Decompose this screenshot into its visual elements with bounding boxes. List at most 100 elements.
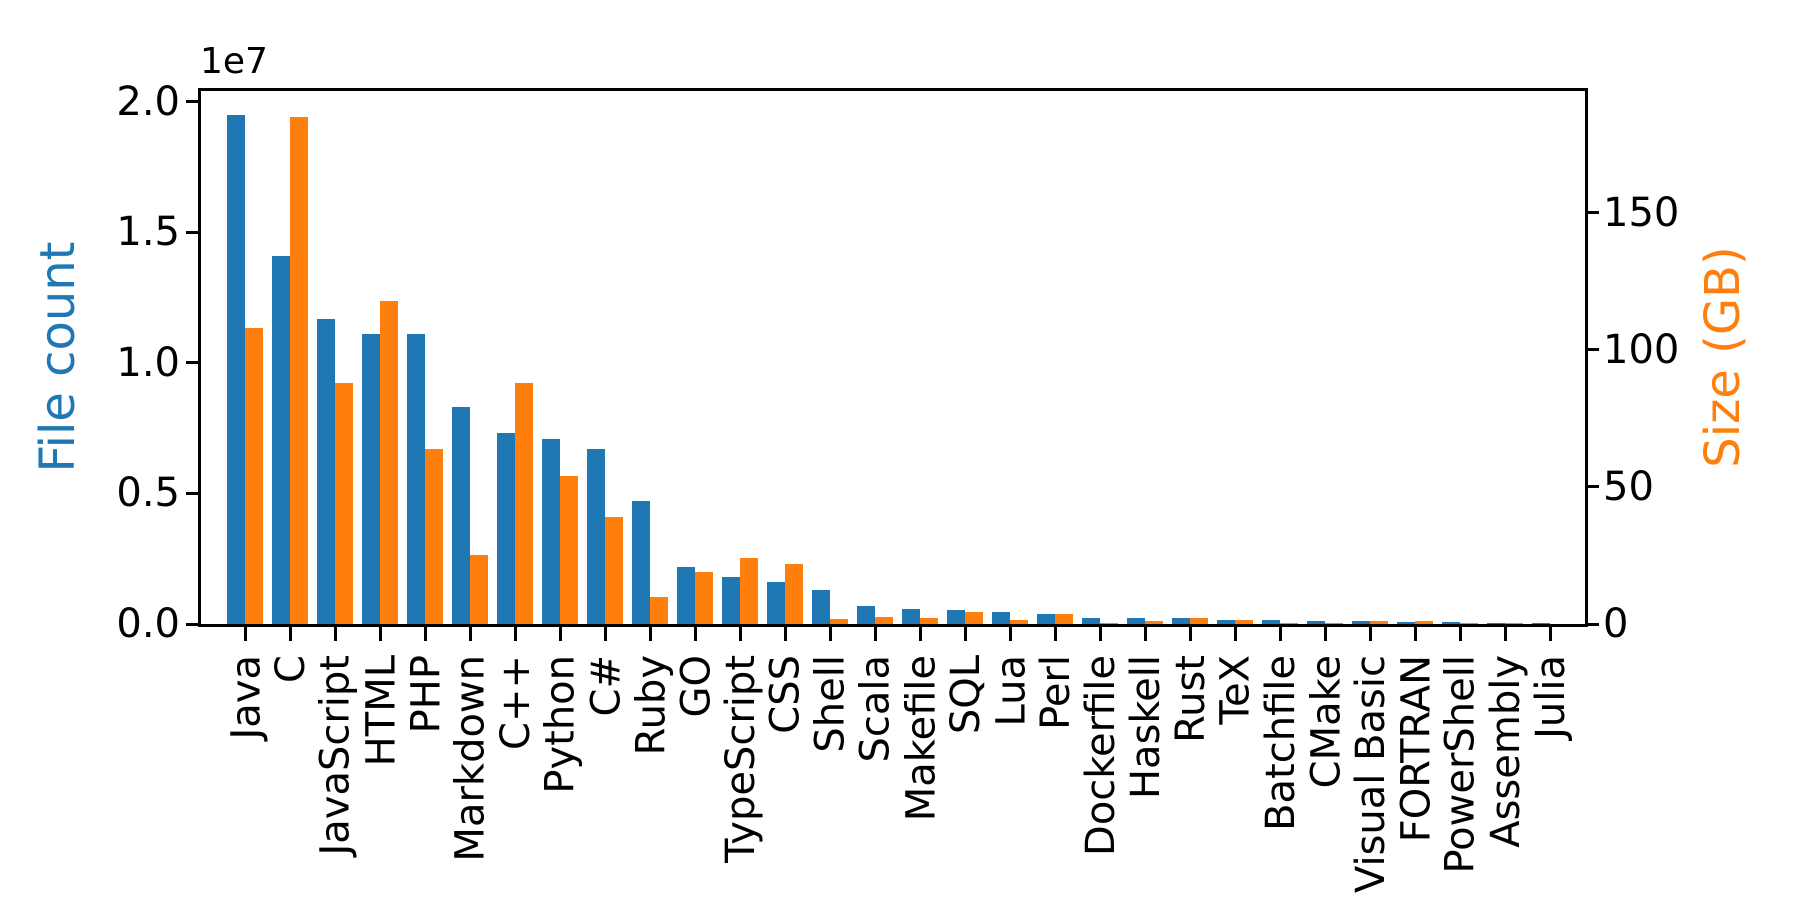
bar-file-count-assembly [1487,622,1505,624]
bar-size-gb-css [785,563,803,624]
x-tick-powershell [1458,625,1462,641]
x-tick-python [558,625,562,641]
bar-file-count-css [767,582,785,624]
x-tick-julia [1548,625,1552,641]
left-y-tick-label-1.5: 1.5 [116,209,180,256]
bar-size-gb-c [605,517,623,624]
bar-size-gb-ruby [650,596,668,624]
bar-size-gb-dockerfile [1100,623,1118,624]
bar-file-count-python [542,438,560,624]
x-tick-label-julia: Julia [1528,655,1574,739]
x-tick-label-php: PHP [403,655,449,734]
bar-file-count-ruby [632,501,650,624]
bar-file-count-visual-basic [1352,621,1370,624]
x-tick-visual-basic [1368,625,1372,641]
bar-file-count-shell [812,590,830,624]
bar-size-gb-c [290,117,308,624]
bar-size-gb-haskell [1145,621,1163,624]
left-y-tick-label-1.0: 1.0 [116,339,180,386]
bar-file-count-go [677,566,695,624]
x-tick-label-html: HTML [358,655,404,767]
x-tick-label-c: C++ [493,655,539,750]
x-tick-ruby [648,625,652,641]
x-tick-label-dockerfile: Dockerfile [1078,655,1124,856]
right-y-tick-label-150: 150 [1603,189,1680,236]
bar-size-gb-assembly [1505,622,1523,624]
x-tick-go [693,625,697,641]
x-tick-label-powershell: PowerShell [1438,655,1484,874]
bar-file-count-c [587,449,605,624]
x-tick-java [243,625,247,641]
bar-file-count-typescript [722,577,740,624]
x-tick-label-sql: SQL [943,655,989,735]
x-tick-label-markdown: Markdown [448,655,494,862]
x-tick-label-scala: Scala [853,655,899,763]
bar-file-count-haskell [1127,617,1145,624]
left-y-tick-label-0.5: 0.5 [116,470,180,517]
left-axis-offset-text: 1e7 [200,41,268,82]
x-tick-dockerfile [1098,625,1102,641]
x-tick-label-rust: Rust [1168,655,1214,743]
bar-file-count-php [407,334,425,624]
x-tick-html [378,625,382,641]
right-y-tick-150 [1585,211,1599,215]
x-tick-c [513,625,517,641]
bar-size-gb-php [425,448,443,624]
x-tick-label-lua: Lua [988,655,1034,727]
x-tick-label-tex: TeX [1213,655,1259,725]
x-tick-lua [1008,625,1012,641]
right-y-tick-label-0: 0 [1603,601,1629,647]
x-tick-label-visual-basic: Visual Basic [1348,655,1394,894]
bar-size-gb-batchfile [1280,622,1298,624]
x-tick-rust [1188,625,1192,641]
x-tick-javascript [333,625,337,641]
x-tick-label-c: C [268,655,314,683]
x-tick-label-python: Python [538,655,584,794]
bar-size-gb-scala [875,616,893,624]
x-tick-label-javascript: JavaScript [313,655,359,856]
x-tick-fortran [1413,625,1417,641]
bar-file-count-perl [1037,614,1055,624]
x-tick-c [288,625,292,641]
x-tick-php [423,625,427,641]
bar-file-count-javascript [317,318,335,624]
bar-size-gb-markdown [470,555,488,624]
x-tick-tex [1233,625,1237,641]
bar-size-gb-lua [1010,619,1028,624]
bar-size-gb-makefile [920,618,938,624]
x-tick-label-makefile: Makefile [898,655,944,822]
bar-size-gb-html [380,300,398,624]
x-tick-assembly [1503,625,1507,641]
bar-size-gb-go [695,571,713,624]
x-tick-css [783,625,787,641]
bar-file-count-julia [1532,623,1550,624]
x-tick-label-typescript: TypeScript [718,655,764,863]
bar-size-gb-typescript [740,558,758,624]
x-tick-cmake [1323,625,1327,641]
right-y-tick-100 [1585,348,1599,352]
x-tick-label-java: Java [223,655,269,740]
left-y-tick-0.5 [186,491,200,495]
bar-size-gb-shell [830,619,848,624]
bar-file-count-makefile [902,609,920,624]
x-tick-c [603,625,607,641]
bar-size-gb-powershell [1460,623,1478,624]
left-y-tick-2.0 [186,100,200,104]
x-tick-typescript [738,625,742,641]
right-y-tick-label-100: 100 [1603,326,1680,373]
x-tick-makefile [918,625,922,641]
x-tick-markdown [468,625,472,641]
bar-file-count-sql [947,609,965,624]
x-tick-label-assembly: Assembly [1483,655,1529,848]
x-tick-shell [828,625,832,641]
bar-size-gb-javascript [335,382,353,624]
x-tick-perl [1053,625,1057,641]
bar-file-count-fortran [1397,621,1415,624]
bar-file-count-batchfile [1262,620,1280,624]
x-tick-label-cmake: CMake [1303,655,1349,789]
bar-file-count-java [227,115,245,624]
plot-frame [198,88,1588,627]
bar-size-gb-c [515,382,533,624]
bar-file-count-scala [857,605,875,624]
